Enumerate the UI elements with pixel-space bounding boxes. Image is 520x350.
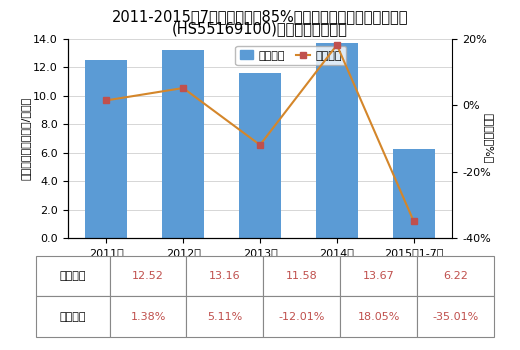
- Text: 18.05%: 18.05%: [357, 312, 400, 322]
- Bar: [110, 256, 187, 296]
- Text: 1.38%: 1.38%: [131, 312, 166, 322]
- Bar: [340, 256, 417, 296]
- Bar: [187, 296, 263, 337]
- Y-axis label: 同比增速（%）: 同比增速（%）: [484, 113, 493, 163]
- Text: 6.22: 6.22: [443, 271, 468, 281]
- Text: -12.01%: -12.01%: [279, 312, 325, 322]
- Bar: [263, 256, 340, 296]
- Bar: [340, 296, 417, 337]
- Bar: [263, 296, 340, 337]
- Text: 出口数量: 出口数量: [60, 271, 86, 281]
- Bar: [393, 149, 435, 238]
- Y-axis label: 出口数量（百万（米/千克）: 出口数量（百万（米/千克）: [20, 97, 30, 180]
- Bar: [417, 296, 494, 337]
- Text: -35.01%: -35.01%: [433, 312, 479, 322]
- Bar: [239, 73, 281, 238]
- Bar: [36, 296, 110, 337]
- Text: 13.67: 13.67: [363, 271, 395, 281]
- Legend: 出口数量, 同比增长: 出口数量, 同比增长: [236, 46, 346, 65]
- Bar: [316, 43, 358, 238]
- Text: 2011-2015年7月人造短纖＜85%与其他纤维混纺未漂或漂白布: 2011-2015年7月人造短纖＜85%与其他纤维混纺未漂或漂白布: [112, 9, 408, 24]
- Bar: [187, 256, 263, 296]
- Bar: [417, 256, 494, 296]
- Text: (HS55169100)出口量及增速统计: (HS55169100)出口量及增速统计: [172, 21, 348, 36]
- Text: 11.58: 11.58: [286, 271, 318, 281]
- Text: 13.16: 13.16: [209, 271, 241, 281]
- Bar: [36, 256, 110, 296]
- Text: 5.11%: 5.11%: [207, 312, 242, 322]
- Text: 12.52: 12.52: [132, 271, 164, 281]
- Text: 同比增长: 同比增长: [60, 312, 86, 322]
- Bar: [85, 60, 127, 238]
- Bar: [162, 50, 204, 238]
- Bar: [110, 296, 187, 337]
